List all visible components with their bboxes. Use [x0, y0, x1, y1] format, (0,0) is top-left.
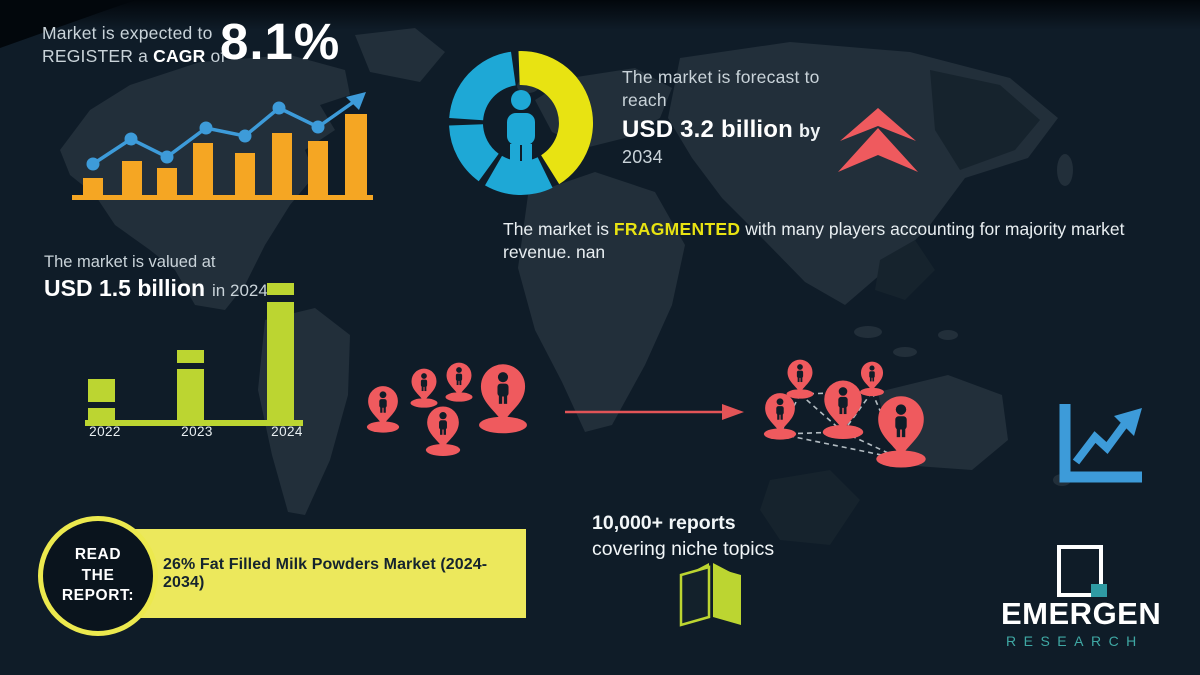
pin-cluster-right — [763, 359, 926, 468]
reports-line1: 10,000+ reports — [592, 512, 736, 534]
forecast-value-line: USD 3.2 billion by — [622, 114, 852, 146]
location-pin-icon — [366, 386, 400, 433]
year-label-2024: 2024 — [271, 424, 303, 439]
forecast-value: USD 3.2 billion — [622, 116, 794, 144]
forecast-by: by — [799, 121, 821, 142]
donut-chart — [449, 51, 594, 196]
location-pin-icon — [410, 368, 438, 408]
location-pin-icon — [860, 361, 884, 397]
valued-text-block: The market is valued at USD 1.5 billion i… — [44, 253, 268, 302]
growth-chart-icon — [1059, 404, 1142, 483]
logo-square-icon — [1057, 545, 1103, 597]
year-label-2023: 2023 — [181, 424, 213, 439]
valued-value: USD 1.5 billion — [44, 275, 206, 301]
cta-line3: REPORT: — [61, 587, 135, 605]
double-arrow-up-icon — [838, 108, 918, 172]
cagr-value: 8.1% — [220, 13, 341, 70]
cta-line2: THE — [81, 566, 115, 584]
pin-cluster-left — [366, 362, 527, 456]
logo-subtitle: RESEARCH — [1006, 633, 1144, 649]
valued-suffix: in 2024 — [212, 281, 268, 300]
location-pin-icon — [822, 380, 864, 440]
valuation-bar-chart — [85, 283, 303, 426]
cta-line1: READ — [74, 545, 122, 563]
trend-arrowhead — [346, 92, 366, 110]
logo-notch-accent — [1091, 584, 1107, 597]
donut-segment-cyan-1 — [485, 155, 553, 196]
reports-line2: covering niche topics — [592, 538, 775, 561]
valued-value-line: USD 1.5 billion in 2024 — [44, 275, 268, 302]
bar-series — [72, 114, 373, 200]
forecast-text-block: The market is forecast to reach USD 3.2 … — [622, 66, 852, 170]
chart-baseline — [85, 420, 303, 426]
cagr-text-block: Market is expected to REGISTER a CAGR of — [42, 22, 226, 68]
top-shade-gradient — [0, 0, 1200, 30]
report-banner[interactable]: 26% Fat Filled Milk Powders Market (2024… — [97, 529, 526, 618]
cagr-line2: REGISTER a CAGR of — [42, 46, 226, 67]
person-icon — [507, 90, 535, 161]
open-book-icon — [679, 563, 741, 627]
location-pin-icon — [763, 393, 797, 440]
cagr-line1: Market is expected to — [42, 23, 213, 43]
trend-line — [86, 92, 366, 171]
forecast-line2: reach — [622, 90, 667, 111]
year-label-2022: 2022 — [89, 424, 121, 439]
arrow-right-head — [722, 404, 744, 420]
location-pin-icon — [876, 396, 926, 468]
valued-line1: The market is valued at — [44, 253, 216, 271]
forecast-line1: The market is forecast to — [622, 67, 820, 87]
location-pin-icon — [425, 406, 461, 456]
fragmented-highlight: FRAGMENTED — [613, 219, 741, 239]
logo-name: EMERGEN — [1001, 596, 1162, 631]
forecast-year: 2034 — [622, 146, 663, 167]
donut-segment-yellow — [518, 51, 594, 185]
report-banner-label: 26% Fat Filled Milk Powders Market (2024… — [163, 555, 488, 591]
growth-arrowhead — [1114, 408, 1142, 436]
location-pin-icon — [445, 362, 473, 402]
location-pin-icon — [479, 364, 527, 434]
location-pin-icon — [786, 359, 814, 399]
donut-segment-cyan-3 — [449, 51, 516, 121]
read-the-report-button[interactable]: READ THE REPORT: — [38, 516, 158, 636]
transition-arrow — [565, 404, 744, 420]
chart-baseline — [72, 195, 373, 200]
cagr-bar-chart — [72, 92, 373, 200]
reports-text-block: 10,000+ reports covering niche topics — [592, 510, 774, 563]
donut-segment-cyan-2 — [449, 124, 499, 182]
fragmented-text: The market is FRAGMENTED with many playe… — [503, 219, 1125, 263]
